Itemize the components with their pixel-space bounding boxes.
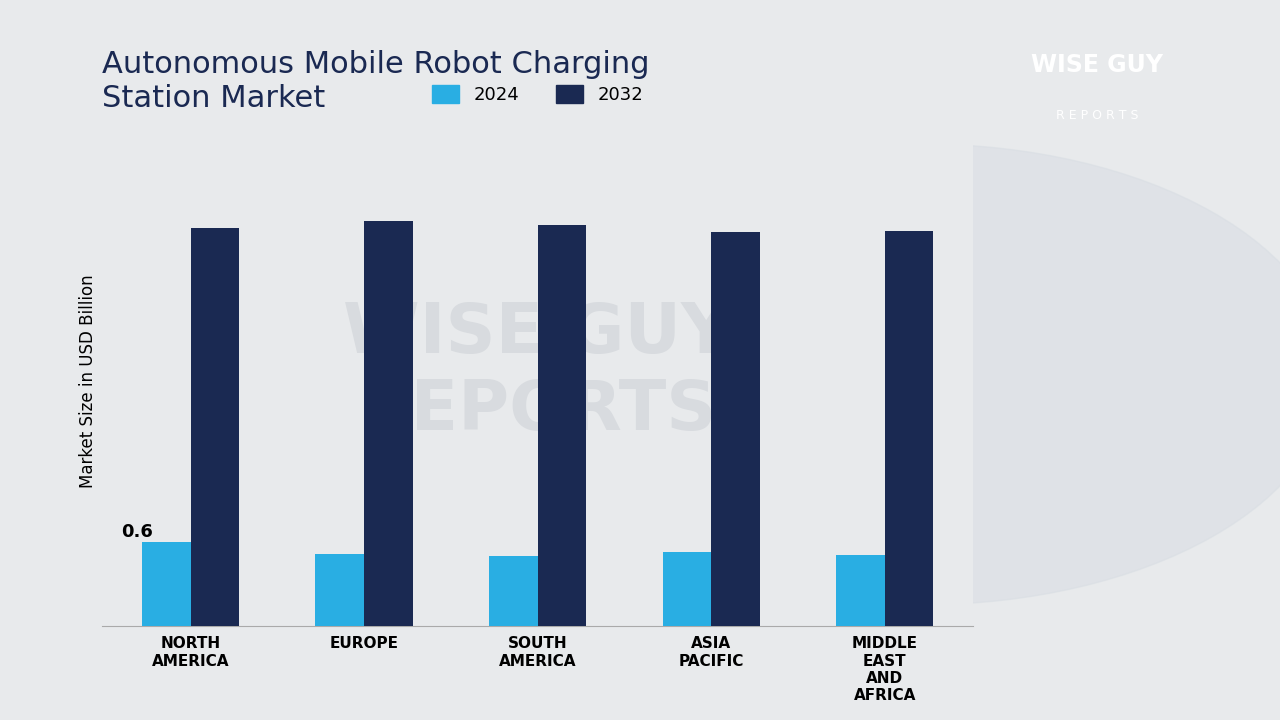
Text: 0.6: 0.6 — [122, 523, 154, 541]
Y-axis label: Market Size in USD Billion: Market Size in USD Billion — [79, 275, 97, 488]
Text: R E P O R T S: R E P O R T S — [1056, 109, 1139, 122]
Bar — [191, 228, 239, 626]
Bar — [884, 230, 933, 626]
Bar — [538, 225, 586, 626]
Bar — [315, 554, 364, 626]
Bar — [364, 221, 412, 626]
Bar — [712, 232, 760, 626]
Bar — [663, 552, 712, 626]
Text: WISE GUY
REPORTS: WISE GUY REPORTS — [343, 300, 732, 444]
Bar — [489, 557, 538, 626]
Text: WISE GUY: WISE GUY — [1032, 53, 1164, 77]
Text: Autonomous Mobile Robot Charging
Station Market: Autonomous Mobile Robot Charging Station… — [102, 50, 650, 113]
Bar — [836, 555, 884, 626]
Bar — [142, 542, 191, 626]
Legend: 2024, 2032: 2024, 2032 — [425, 77, 650, 111]
